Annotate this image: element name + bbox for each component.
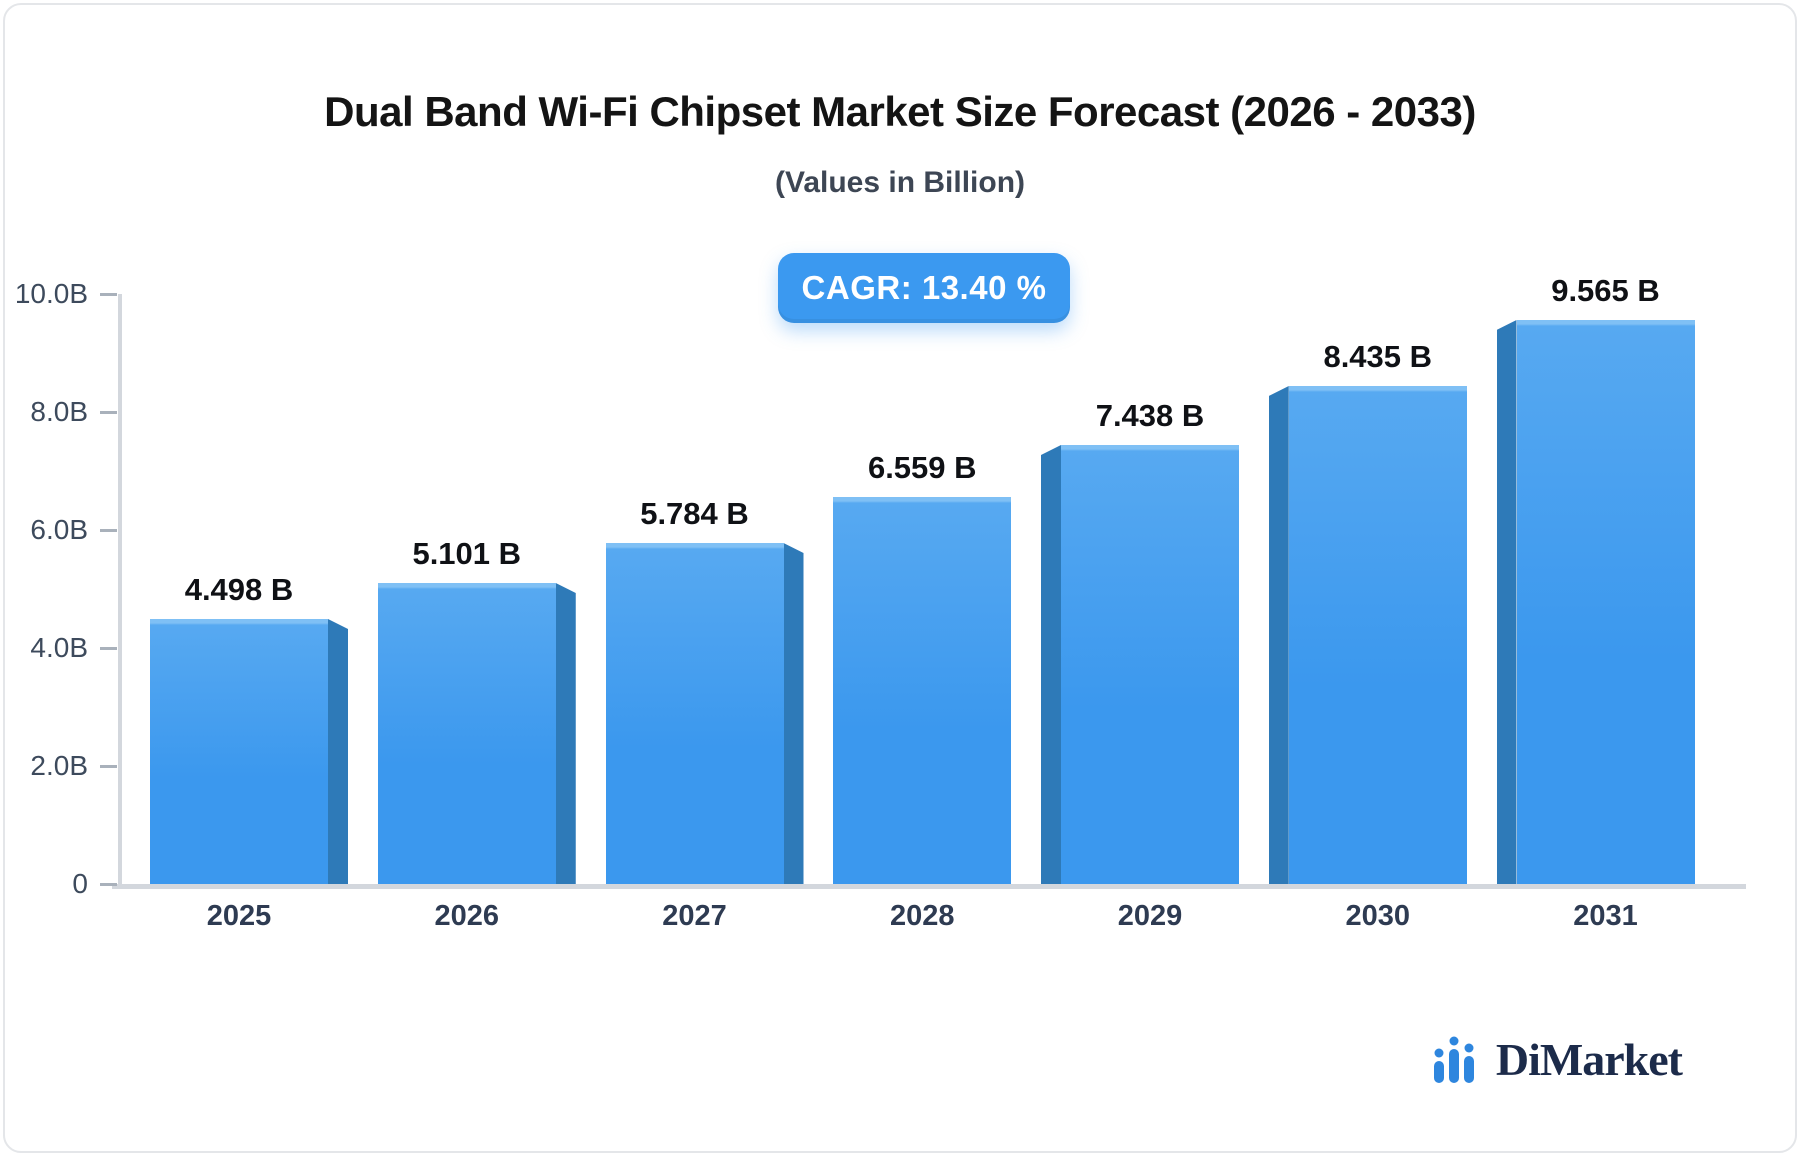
bar-2029[interactable] — [1061, 445, 1239, 884]
bar-value-label: 9.565 B — [1551, 273, 1660, 308]
bar-side-face-2029 — [1041, 445, 1061, 884]
bar-side-face-2025 — [328, 619, 348, 884]
y-axis-tick-mark — [100, 293, 117, 296]
bar-side-face-2027 — [783, 543, 804, 884]
chart-subtitle: (Values in Billion) — [774, 166, 1026, 199]
bar-2030[interactable] — [1288, 386, 1467, 884]
y-axis-tick-label: 6.0B — [30, 514, 88, 545]
bar-value-label: 8.435 B — [1323, 339, 1433, 374]
bar-2031[interactable] — [1516, 320, 1695, 884]
chart-title: Dual Band Wi-Fi Chipset Market Size Fore… — [324, 88, 1476, 135]
bar-2027[interactable] — [605, 543, 784, 884]
bar-chart-logo-icon — [1432, 1033, 1484, 1085]
x-axis-label-2029: 2029 — [1117, 900, 1183, 932]
bar-value-label: 6.559 B — [867, 450, 977, 485]
y-axis-tick-label: 0 — [72, 868, 88, 899]
bar-side-face-2031 — [1496, 320, 1517, 884]
y-axis-tick-mark — [100, 765, 117, 768]
y-axis-tick-label: 4.0B — [30, 632, 88, 663]
y-axis-tick-mark — [100, 529, 117, 532]
y-axis-tick-mark — [100, 883, 117, 886]
bar-value-label: 7.438 B — [1095, 398, 1205, 433]
y-axis-tick-label: 8.0B — [30, 396, 88, 427]
y-axis-tick-label: 10.0B — [14, 278, 88, 309]
y-axis-tick-mark — [100, 411, 117, 414]
y-axis-tick-mark — [100, 647, 117, 650]
bar-2028[interactable] — [833, 497, 1012, 884]
bar-2026[interactable] — [377, 583, 556, 884]
y-axis-tick-label: 2.0B — [30, 750, 88, 781]
x-axis-label-2027: 2027 — [662, 900, 727, 932]
bar-value-label: 4.498 B — [184, 572, 294, 607]
x-axis — [112, 884, 1746, 889]
bar-value-label: 5.101 B — [412, 536, 522, 571]
bar-2025[interactable] — [150, 619, 328, 884]
y-axis — [118, 294, 122, 889]
cagr-badge: CAGR: 13.40 % — [778, 253, 1070, 323]
x-axis-label-2025: 2025 — [206, 900, 272, 932]
x-axis-label-2026: 2026 — [434, 900, 499, 932]
bar-side-face-2026 — [555, 583, 576, 884]
x-axis-label-2031: 2031 — [1573, 900, 1638, 932]
bar-side-face-2030 — [1268, 386, 1289, 884]
x-axis-label-2028: 2028 — [889, 900, 955, 932]
bar-value-label: 5.784 B — [640, 496, 749, 531]
dimarket-logo: DiMarket — [1432, 1028, 1683, 1090]
brand-name: DiMarket — [1495, 1033, 1683, 1085]
x-axis-label-2030: 2030 — [1345, 900, 1410, 932]
